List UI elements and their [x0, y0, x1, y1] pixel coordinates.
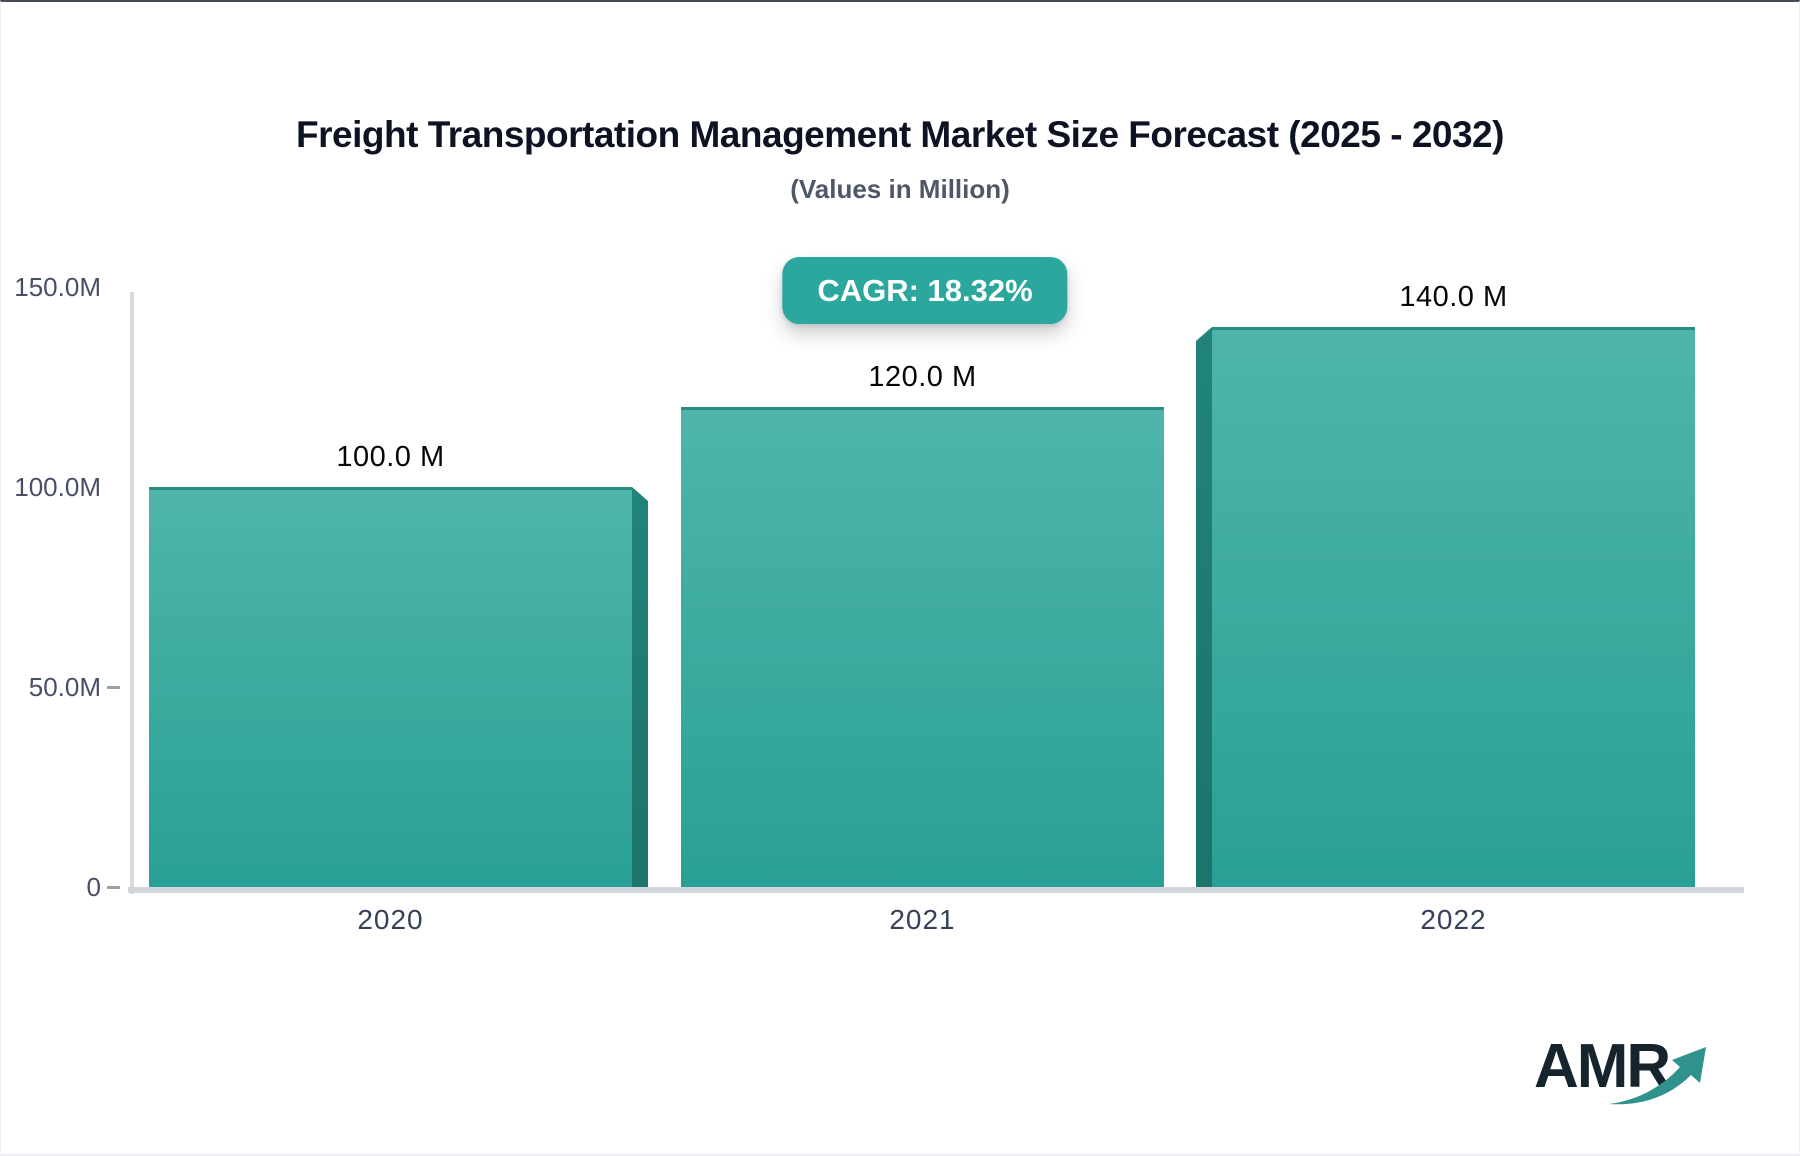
x-axis-label-2022: 2022: [1420, 904, 1487, 935]
x-axis-label-2020: 2020: [357, 904, 424, 935]
bar-2021[interactable]: [681, 407, 1164, 887]
amr-logo-text: AMR: [1534, 1032, 1671, 1101]
y-axis-label: 100.0M: [14, 472, 101, 502]
y-axis-label: 150.0M: [14, 272, 101, 302]
x-axis-label-2021: 2021: [889, 904, 956, 935]
trend-arrow-icon: [1609, 1047, 1706, 1105]
chart-title: Freight Transportation Management Market…: [296, 114, 1504, 155]
bar-2020[interactable]: [149, 487, 632, 887]
chart-subtitle: (Values in Million): [790, 174, 1010, 204]
amr-logo: AMR: [1534, 1036, 1706, 1108]
cagr-badge: CAGR: 18.32%: [782, 257, 1068, 324]
y-axis-line: [130, 292, 134, 894]
y-axis-tick-dash: [107, 686, 120, 689]
bar-2022[interactable]: [1212, 327, 1695, 887]
x-axis-line: [128, 887, 1744, 893]
bar-value-label: 100.0 M: [336, 441, 445, 473]
bar-value-label: 140.0 M: [1399, 281, 1508, 313]
y-axis-label: 50.0M: [28, 672, 101, 702]
y-axis-label: 0: [86, 872, 101, 902]
y-axis-tick-dash: [107, 886, 120, 889]
bar-value-label: 120.0 M: [868, 361, 977, 393]
bar-side-face: [632, 487, 648, 887]
bar-side-face: [1196, 327, 1212, 887]
